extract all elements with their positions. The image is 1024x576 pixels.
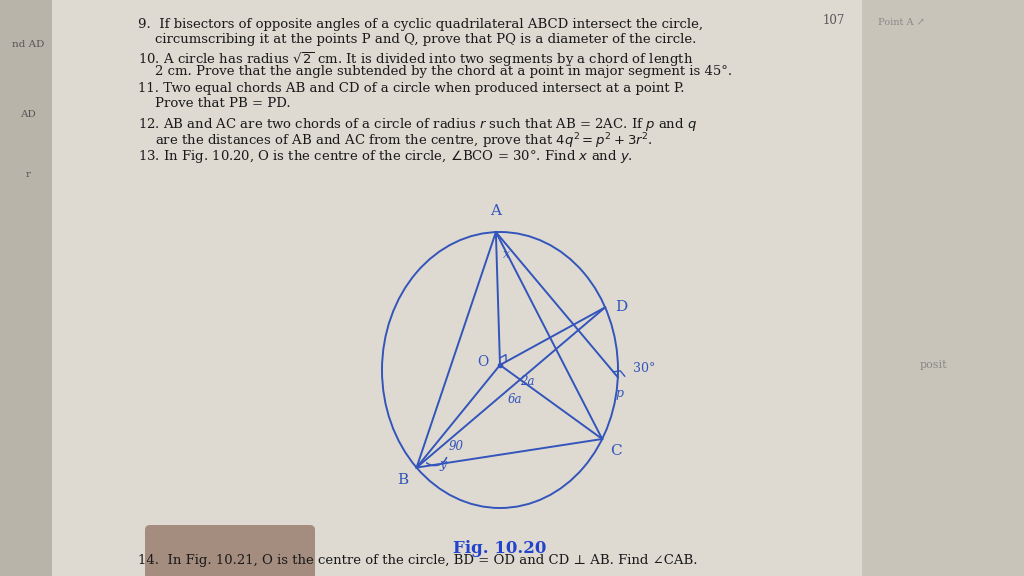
Bar [862,0,1024,576]
Text: 2a: 2a [520,375,535,388]
Text: Prove that PB = PD.: Prove that PB = PD. [155,97,291,110]
FancyBboxPatch shape [145,525,315,576]
Text: D: D [615,300,628,314]
Text: posit: posit [920,360,947,370]
Text: nd AD: nd AD [12,40,44,49]
Text: AD: AD [20,110,36,119]
Text: 107: 107 [822,14,845,27]
Text: p: p [615,387,624,400]
Text: 11. Two equal chords AB and CD of a circle when produced intersect at a point P.: 11. Two equal chords AB and CD of a circ… [138,82,684,95]
Text: C: C [610,444,622,458]
Text: B: B [397,472,409,487]
Text: x: x [503,248,510,261]
Text: 14.  In Fig. 10.21, O is the centre of the circle, BD = OD and CD ⊥ AB. Find ∠CA: 14. In Fig. 10.21, O is the centre of th… [138,554,697,567]
Bar [0,0,52,576]
Text: 9.  If bisectors of opposite angles of a cyclic quadrilateral ABCD intersect the: 9. If bisectors of opposite angles of a … [138,18,703,31]
Bar [52,0,862,576]
Text: Point A ↗: Point A ↗ [878,18,925,27]
Text: 13. In Fig. 10.20, O is the centre of the circle, $\angle$BCO = 30°. Find $x$ an: 13. In Fig. 10.20, O is the centre of th… [138,148,633,165]
Text: 90: 90 [449,439,464,453]
Text: 12. AB and AC are two chords of a circle of radius $r$ such that AB = 2AC. If $p: 12. AB and AC are two chords of a circle… [138,116,697,133]
Text: 6a: 6a [508,393,522,406]
Text: are the distances of AB and AC from the centre, prove that $4q^2 = p^2 + 3r^2$.: are the distances of AB and AC from the … [155,131,653,150]
Text: Fig. 10.20: Fig. 10.20 [454,540,547,557]
Text: circumscribing it at the points P and Q, prove that PQ is a diameter of the circ: circumscribing it at the points P and Q,… [155,33,696,46]
Text: 30°: 30° [633,362,655,375]
Text: 10. A circle has radius $\sqrt{2}$ cm. It is divided into two segments by a chor: 10. A circle has radius $\sqrt{2}$ cm. I… [138,50,693,69]
Text: 2 cm. Prove that the angle subtended by the chord at a point in major segment is: 2 cm. Prove that the angle subtended by … [155,65,732,78]
Text: A: A [490,204,502,218]
Text: r: r [26,170,31,179]
Text: O: O [477,355,488,369]
Text: y: y [439,457,446,471]
